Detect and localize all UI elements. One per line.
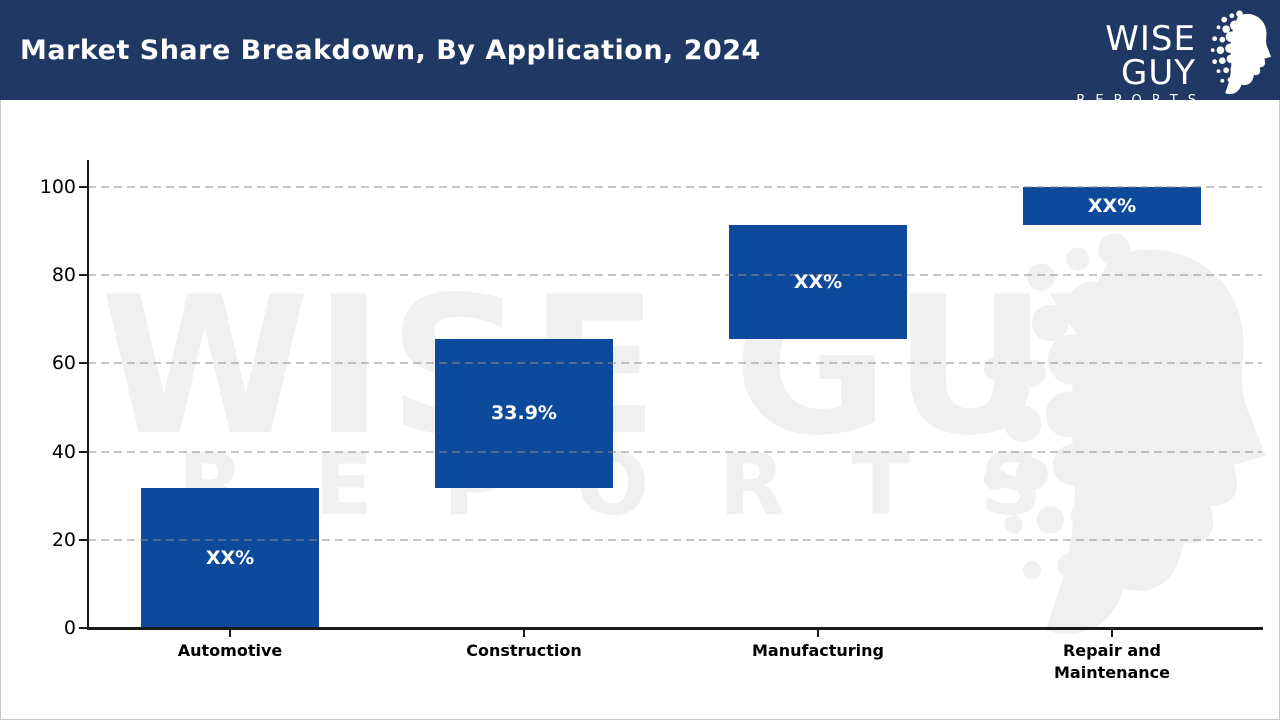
y-tick-label: 20 bbox=[51, 528, 76, 551]
bar-value-label: XX% bbox=[793, 271, 843, 294]
header-bar: Market Share Breakdown, By Application, … bbox=[0, 0, 1280, 108]
gridline-80 bbox=[88, 274, 1262, 277]
y-tick-label: 40 bbox=[51, 440, 76, 463]
bar-repair-and-maintenance bbox=[1023, 187, 1201, 226]
page-title: Market Share Breakdown, By Application, … bbox=[20, 34, 761, 66]
x-axis-label-repair-and-maintenance: Repair and Maintenance bbox=[1053, 641, 1170, 682]
bar-value-label: XX% bbox=[1087, 195, 1137, 218]
gridline-60 bbox=[88, 362, 1262, 365]
y-tick-label: 60 bbox=[51, 352, 76, 375]
logo-subtitle: REPORTS bbox=[1076, 93, 1206, 108]
logo-text: WISE GUY REPORTS bbox=[1024, 22, 1196, 108]
wiseguy-head-icon bbox=[1210, 10, 1272, 95]
gridline-100 bbox=[88, 186, 1262, 188]
y-tick-mark bbox=[79, 186, 87, 188]
bar-value-label: XX% bbox=[205, 547, 255, 570]
x-tick-mark bbox=[1111, 630, 1113, 637]
y-tick-label: 0 bbox=[63, 617, 76, 639]
bar-manufacturing bbox=[729, 225, 907, 339]
gridline-20 bbox=[88, 538, 1262, 541]
y-tick-label: 100 bbox=[39, 176, 76, 198]
y-tick-mark bbox=[79, 538, 87, 541]
gridline-40 bbox=[88, 450, 1262, 453]
y-tick-mark bbox=[79, 274, 87, 277]
x-tick-mark bbox=[229, 630, 231, 637]
bar-automotive bbox=[141, 488, 319, 628]
y-tick-mark bbox=[79, 627, 87, 629]
logo-wordmark: WISE GUY bbox=[1105, 19, 1196, 93]
x-axis-label-construction: Construction bbox=[466, 641, 582, 660]
y-axis-line bbox=[87, 160, 89, 628]
x-axis-line bbox=[87, 627, 1263, 630]
x-axis-label-manufacturing: Manufacturing bbox=[752, 641, 884, 660]
x-axis-label-automotive: Automotive bbox=[177, 641, 283, 660]
bar-value-label: 33.9% bbox=[491, 402, 557, 425]
wiseguy-logo: WISE GUY REPORTS bbox=[1024, 4, 1274, 108]
y-tick-mark bbox=[79, 362, 87, 365]
y-tick-mark bbox=[79, 450, 87, 453]
y-tick-label: 80 bbox=[51, 264, 76, 287]
watermark-head-icon bbox=[977, 233, 1266, 635]
x-tick-mark bbox=[817, 630, 819, 637]
x-tick-mark bbox=[523, 630, 525, 637]
